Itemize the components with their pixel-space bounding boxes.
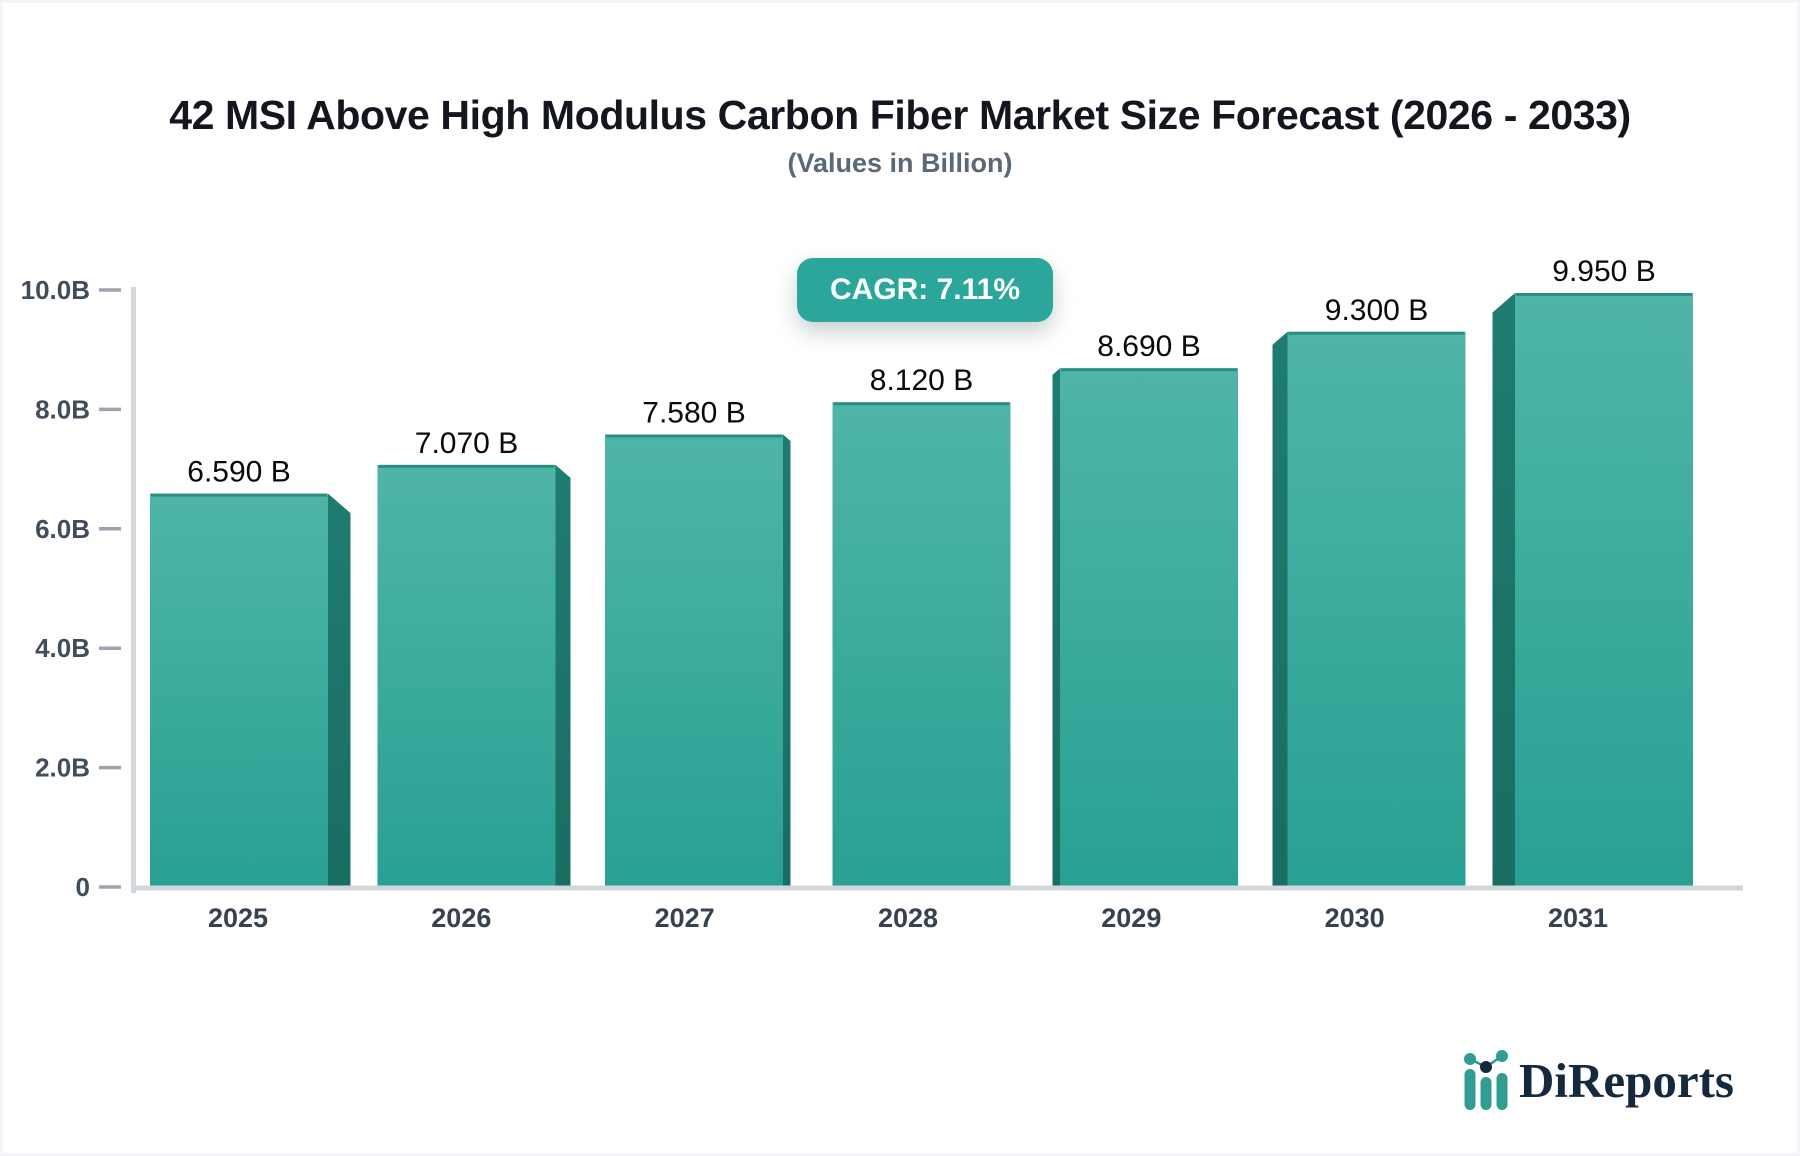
x-axis-label: 2030 <box>1325 903 1385 933</box>
bar-group-2025: 6.590 B 2025 <box>150 456 351 933</box>
y-tick-label: 4.0B <box>35 633 90 663</box>
x-axis-label: 2029 <box>1101 903 1161 933</box>
bar-side-face <box>328 493 351 887</box>
x-axis-label: 2028 <box>878 903 938 933</box>
logo-text: DiReports <box>1518 1052 1734 1108</box>
bar-group-2026: 7.070 B 2026 <box>377 427 571 933</box>
bar-value-label: 7.070 B <box>415 427 518 460</box>
chart-title: 42 MSI Above High Modulus Carbon Fiber M… <box>169 92 1631 138</box>
bar-group-2028: 8.120 B 2028 <box>832 364 1011 933</box>
bar-side-face <box>1492 292 1515 887</box>
bar-value-label: 9.300 B <box>1325 294 1428 327</box>
cagr-badge: CAGR: 7.11% <box>797 258 1053 322</box>
bar-2031[interactable] <box>1515 292 1693 887</box>
cagr-badge-label: CAGR: 7.11% <box>829 273 1021 306</box>
bar-group-2029: 8.690 B 2029 <box>1052 330 1238 933</box>
bar-group-2030: 9.300 B 2030 <box>1272 294 1466 933</box>
bar-2029[interactable] <box>1060 368 1238 887</box>
bar-value-label: 6.590 B <box>187 456 290 489</box>
bar-value-label: 8.690 B <box>1097 330 1200 363</box>
x-axis-label: 2025 <box>208 903 268 933</box>
bar-2025[interactable] <box>150 493 328 887</box>
bar-value-label: 9.950 B <box>1552 255 1655 288</box>
x-axis-label: 2027 <box>655 903 715 933</box>
y-tick-label: 6.0B <box>35 514 90 544</box>
x-axis-label: 2026 <box>431 903 491 933</box>
y-tick-label: 10.0B <box>21 275 90 305</box>
x-axis-line <box>131 885 1743 891</box>
bar-side-face <box>555 464 571 887</box>
bar-2028[interactable] <box>832 402 1011 887</box>
bar-side-face <box>1272 331 1288 887</box>
bar-side-face <box>1052 368 1060 887</box>
bar-group-2027: 7.580 B 2027 <box>605 396 791 933</box>
direports-logo[interactable]: DiReports <box>1462 1048 1734 1112</box>
x-axis-label: 2031 <box>1548 903 1608 933</box>
y-tick-label: 2.0B <box>35 753 90 783</box>
bar-value-label: 8.120 B <box>870 364 973 397</box>
y-tick-label: 8.0B <box>35 394 90 424</box>
y-tick-label: 0 <box>76 872 90 902</box>
bar-side-face <box>783 434 791 887</box>
y-axis-line <box>131 287 136 893</box>
bar-chart-logo-icon <box>1463 1050 1508 1110</box>
chart-subtitle: (Values in Billion) <box>787 148 1013 178</box>
bar-value-label: 7.580 B <box>642 396 745 429</box>
bar-2030[interactable] <box>1287 331 1466 887</box>
bar-2027[interactable] <box>605 434 783 887</box>
bar-group-2031: 9.950 B 2031 <box>1492 255 1693 933</box>
bar-2026[interactable] <box>377 464 556 887</box>
